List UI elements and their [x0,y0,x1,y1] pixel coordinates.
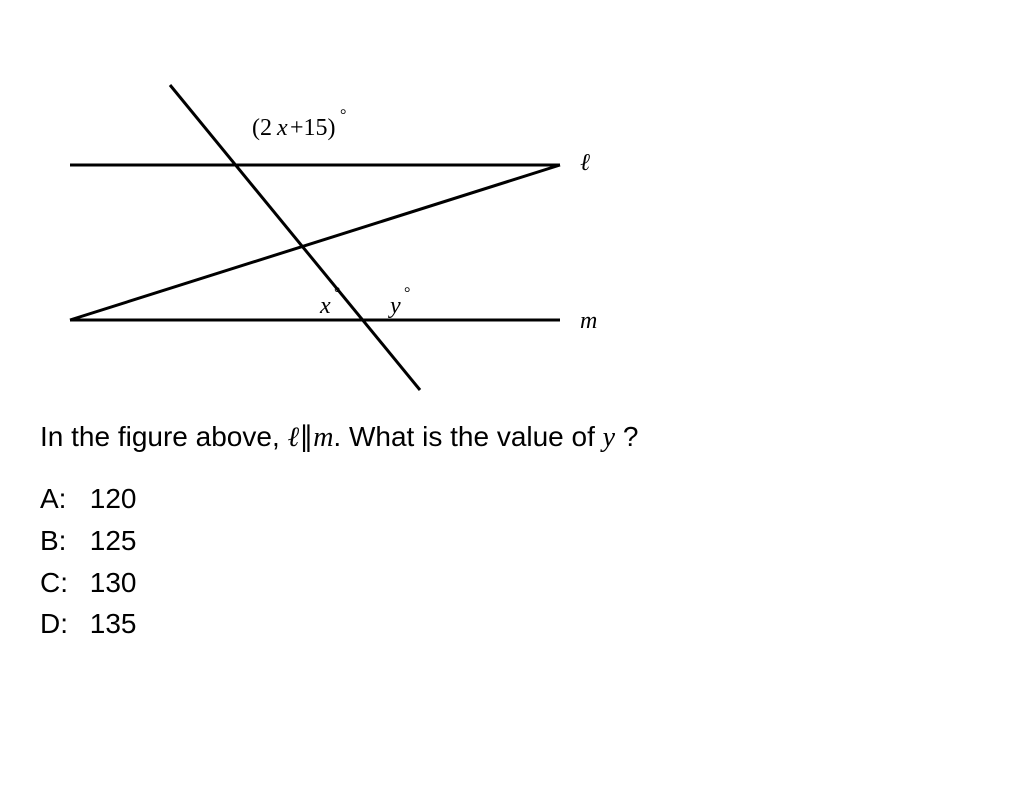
svg-text:°: ° [404,285,410,302]
question-middle: . What is the value of [333,421,602,452]
question-var: y [603,422,615,453]
answer-options: A: 120 B: 125 C: 130 D: 135 [40,480,137,647]
option-c-value: 130 [90,567,137,598]
line-l-label: ℓ [580,150,590,176]
question-text: In the figure above, ℓ∥m. What is the va… [40,420,638,454]
question-suffix: ? [615,421,638,452]
option-b-value: 125 [90,525,137,556]
question-relation: ℓ∥m [288,422,334,453]
geometry-diagram: (2 x +15) ° x ° y ° ℓ m [40,70,640,400]
svg-text:°: ° [334,285,340,302]
svg-text:(2: (2 [252,115,272,141]
option-c: C: 130 [40,564,137,602]
angle-top-label: (2 x +15) ° [252,107,346,141]
option-b: B: 125 [40,522,137,560]
option-b-label: B: [40,522,82,560]
svg-text:x: x [276,115,288,141]
option-d: D: 135 [40,605,137,643]
question-prefix: In the figure above, [40,421,288,452]
option-a-value: 120 [90,483,137,514]
option-d-label: D: [40,605,82,643]
option-c-label: C: [40,564,82,602]
option-a-label: A: [40,480,82,518]
svg-text:°: ° [340,107,346,124]
svg-text:x: x [319,293,331,319]
line-m-label: m [580,308,597,334]
line-diagonal [70,165,560,320]
option-a: A: 120 [40,480,137,518]
angle-x-label: x ° [319,285,340,319]
svg-text:+15): +15) [290,115,336,141]
angle-y-label: y ° [388,285,410,319]
option-d-value: 135 [90,608,137,639]
svg-text:y: y [388,293,401,319]
